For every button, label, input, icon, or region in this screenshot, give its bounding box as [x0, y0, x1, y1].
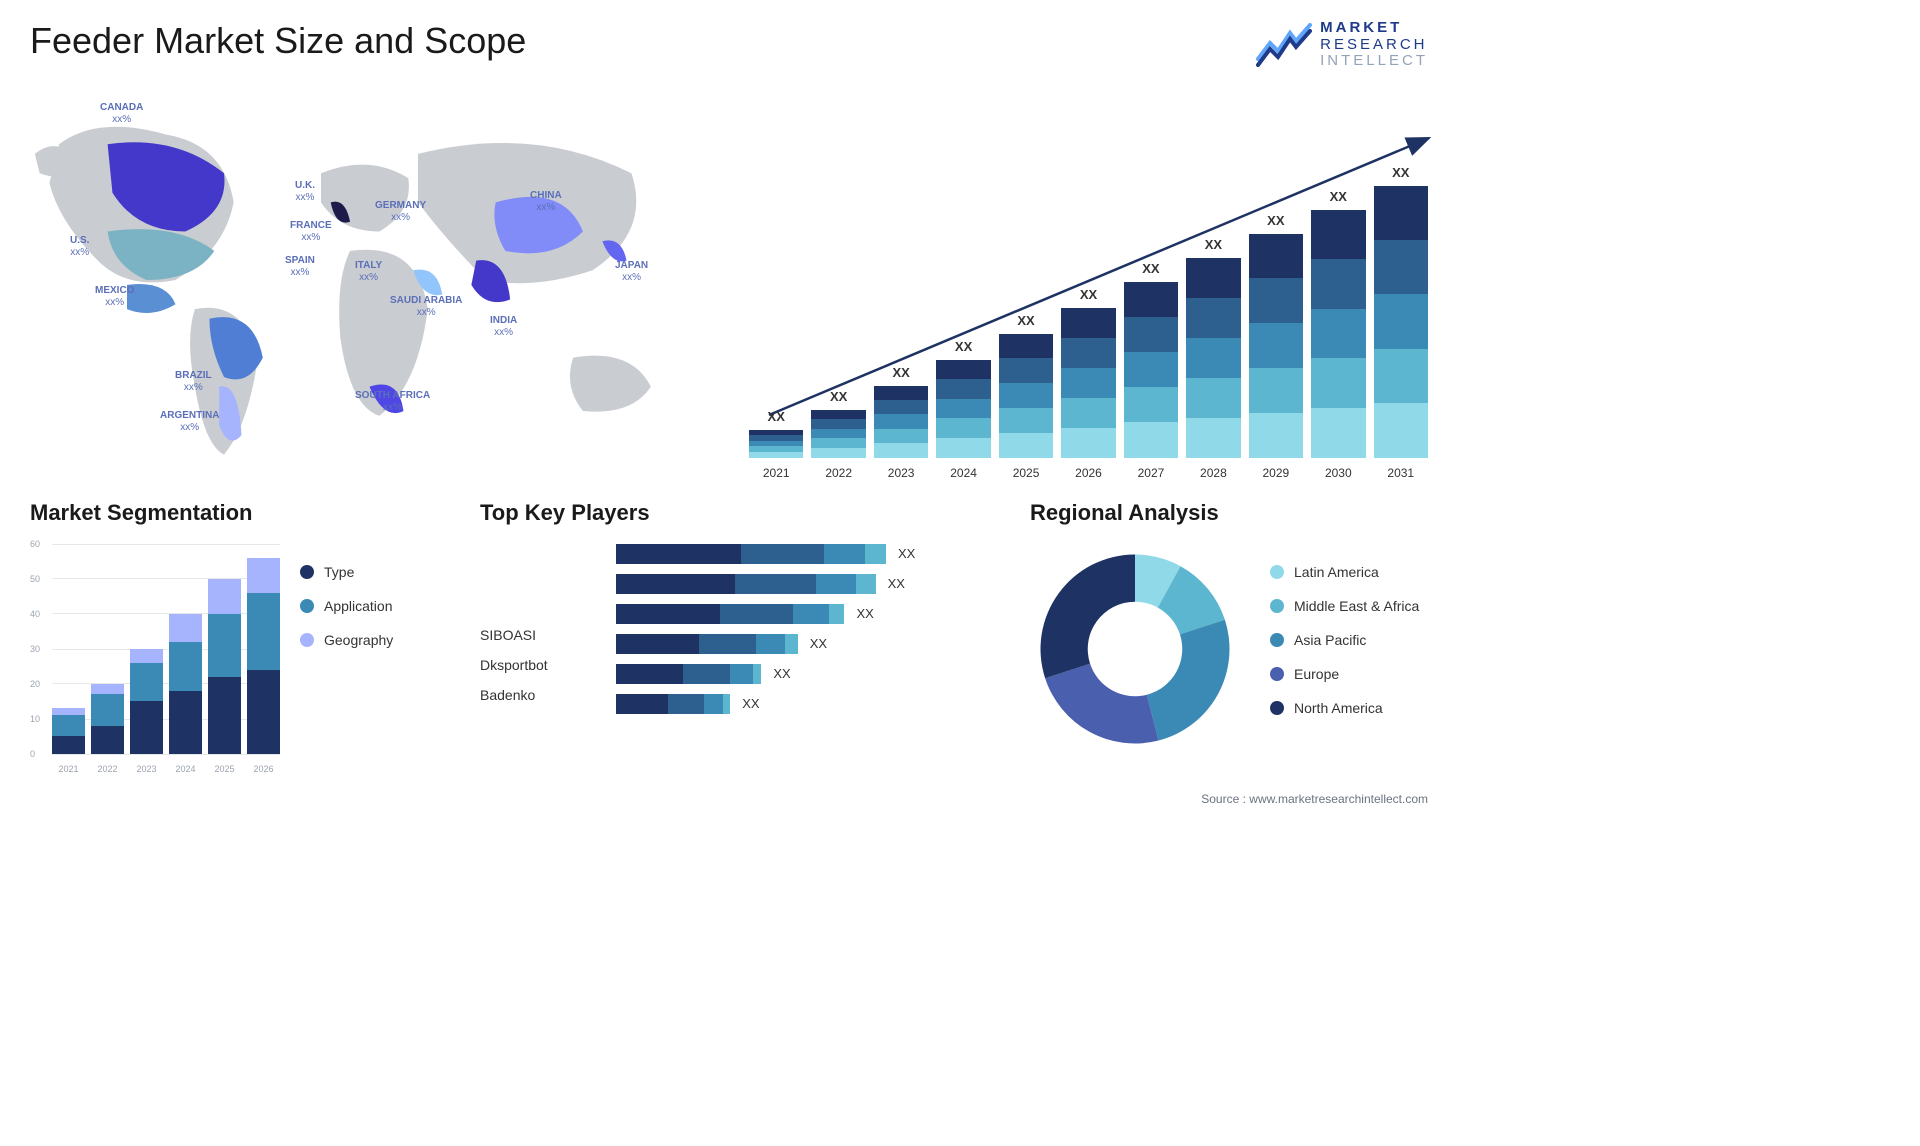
growth-bar-2021: XX	[749, 409, 803, 458]
map-label-mexico: MEXICOxx%	[95, 285, 134, 309]
logo-text-1: MARKET	[1320, 20, 1428, 37]
map-label-germany: GERMANYxx%	[375, 200, 426, 224]
player-name: SIBOASI	[480, 620, 600, 650]
player-name: Dksportbot	[480, 650, 600, 680]
seg-bar-2021	[52, 708, 85, 754]
donut-slice-europe	[1045, 663, 1158, 743]
world-map-panel: CANADAxx% U.S.xx% MEXICOxx% BRAZILxx% ARGENT…	[30, 80, 709, 480]
growth-bar-2023: XX	[874, 365, 928, 458]
map-label-southafrica: SOUTH AFRICAxx%	[355, 390, 430, 414]
player-name: Badenko	[480, 680, 600, 710]
regional-panel: Regional Analysis Latin America Middle Ea…	[1030, 500, 1428, 790]
regional-legend: Latin America Middle East & Africa Asia Pa…	[1270, 564, 1428, 734]
brand-logo: MARKET RESEARCH INTELLECT	[1256, 20, 1428, 70]
player-bar-row: XX	[616, 664, 1000, 684]
legend-item-type: Type	[300, 564, 450, 580]
map-label-france: FRANCExx%	[290, 220, 332, 244]
growth-bar-2022: XX	[811, 389, 865, 458]
player-bar-row: XX	[616, 604, 1000, 624]
map-label-saudiarabia: SAUDI ARABIAxx%	[390, 295, 462, 319]
map-label-china: CHINAxx%	[530, 190, 562, 214]
player-bar-row: XX	[616, 544, 1000, 564]
seg-bar-2025	[208, 579, 241, 754]
segmentation-chart: 0102030405060 202120222023202420252026	[30, 544, 280, 774]
growth-bar-2026: XX	[1061, 287, 1115, 458]
region-legend-item: Latin America	[1270, 564, 1428, 580]
segmentation-legend: Type Application Geography	[300, 544, 450, 774]
map-label-india: INDIAxx%	[490, 315, 517, 339]
regional-donut-chart	[1030, 544, 1240, 754]
growth-bar-2024: XX	[936, 339, 990, 458]
logo-text-3: INTELLECT	[1320, 53, 1428, 70]
region-legend-item: Asia Pacific	[1270, 632, 1428, 648]
seg-bar-2026	[247, 558, 280, 754]
map-label-us: U.S.xx%	[70, 235, 89, 259]
seg-bar-2022	[91, 684, 124, 754]
logo-wave-icon	[1256, 23, 1312, 67]
regional-title: Regional Analysis	[1030, 500, 1428, 526]
players-title: Top Key Players	[480, 500, 1000, 526]
player-bar-row: XX	[616, 694, 1000, 714]
donut-slice-north-america	[1041, 554, 1136, 678]
map-label-spain: SPAINxx%	[285, 255, 315, 279]
segmentation-panel: Market Segmentation 0102030405060 202120…	[30, 500, 450, 790]
region-legend-item: Europe	[1270, 666, 1428, 682]
players-names: SIBOASIDksportbotBadenko	[480, 544, 600, 714]
growth-bar-2029: XX	[1249, 213, 1303, 458]
player-bar-row: XX	[616, 574, 1000, 594]
segmentation-title: Market Segmentation	[30, 500, 450, 526]
legend-item-geography: Geography	[300, 632, 450, 648]
donut-slice-asia-pacific	[1147, 619, 1230, 740]
map-label-brazil: BRAZILxx%	[175, 370, 212, 394]
seg-bar-2023	[130, 649, 163, 754]
growth-bar-2025: XX	[999, 313, 1053, 458]
source-attribution: Source : www.marketresearchintellect.com	[1201, 792, 1428, 806]
players-bars: XX XX XX XX XX XX	[616, 544, 1000, 714]
page-title: Feeder Market Size and Scope	[30, 20, 526, 62]
growth-bar-2027: XX	[1124, 261, 1178, 458]
players-panel: Top Key Players SIBOASIDksportbotBadenko…	[480, 500, 1000, 790]
seg-bar-2024	[169, 614, 202, 754]
map-label-argentina: ARGENTINAxx%	[160, 410, 219, 434]
logo-text-2: RESEARCH	[1320, 37, 1428, 54]
map-label-canada: CANADAxx%	[100, 102, 143, 126]
map-label-italy: ITALYxx%	[355, 260, 382, 284]
legend-item-application: Application	[300, 598, 450, 614]
player-bar-row: XX	[616, 634, 1000, 654]
map-label-uk: U.K.xx%	[295, 180, 315, 204]
growth-chart-panel: XXXXXXXXXXXXXXXXXXXXXX 20212022202320242…	[749, 80, 1428, 480]
region-legend-item: North America	[1270, 700, 1428, 716]
region-legend-item: Middle East & Africa	[1270, 598, 1428, 614]
growth-bar-2031: XX	[1374, 165, 1428, 458]
growth-bar-2030: XX	[1311, 189, 1365, 458]
growth-bar-2028: XX	[1186, 237, 1240, 458]
map-label-japan: JAPANxx%	[615, 260, 648, 284]
